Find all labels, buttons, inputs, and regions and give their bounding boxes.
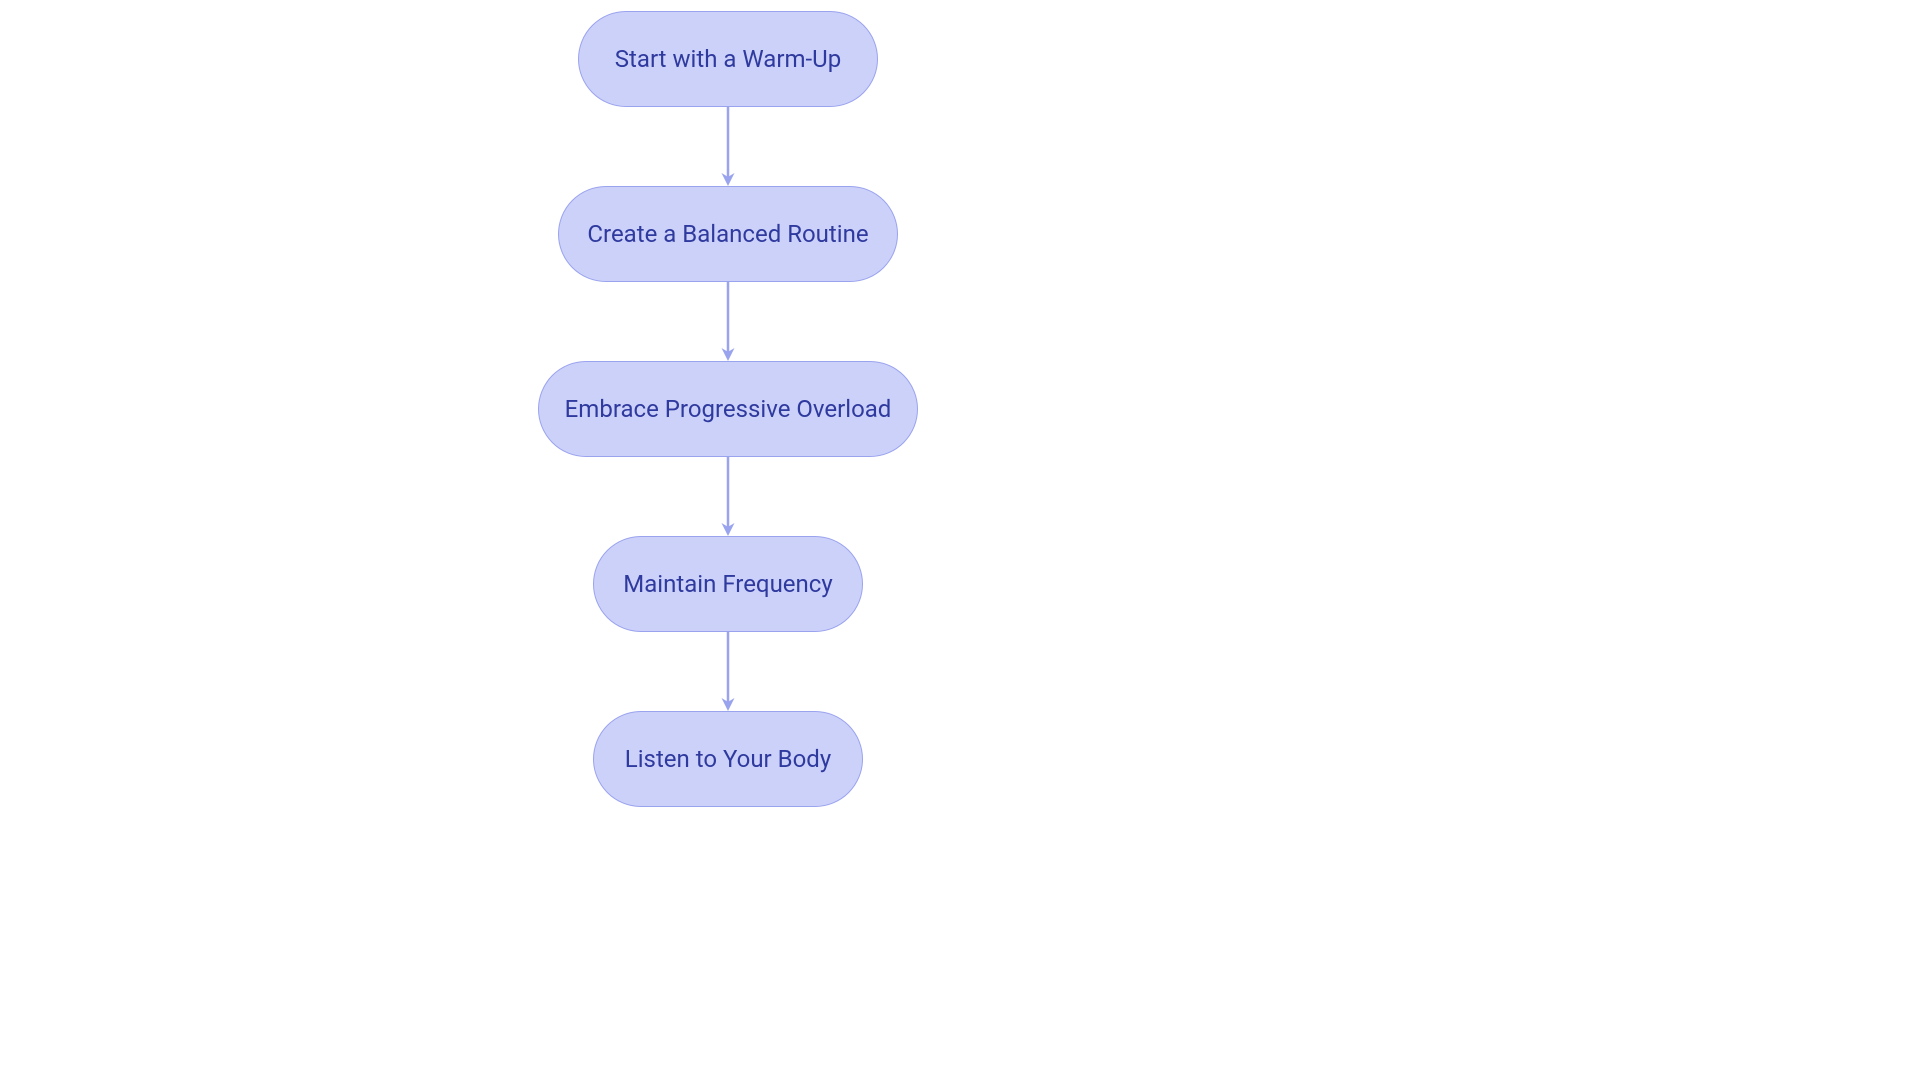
flow-node-label: Embrace Progressive Overload bbox=[565, 395, 892, 423]
flow-node-label: Create a Balanced Routine bbox=[587, 220, 868, 248]
flow-node-n3: Embrace Progressive Overload bbox=[538, 361, 918, 457]
flow-node-label: Maintain Frequency bbox=[623, 570, 832, 598]
flow-node-label: Start with a Warm-Up bbox=[615, 45, 841, 73]
edge-layer bbox=[0, 0, 1920, 1083]
flowchart-canvas: Start with a Warm-Up Create a Balanced Ro… bbox=[0, 0, 1920, 1083]
flow-node-n5: Listen to Your Body bbox=[593, 711, 863, 807]
flow-node-n1: Start with a Warm-Up bbox=[578, 11, 878, 107]
flow-node-n4: Maintain Frequency bbox=[593, 536, 863, 632]
flow-node-n2: Create a Balanced Routine bbox=[558, 186, 898, 282]
flow-node-label: Listen to Your Body bbox=[625, 745, 831, 773]
